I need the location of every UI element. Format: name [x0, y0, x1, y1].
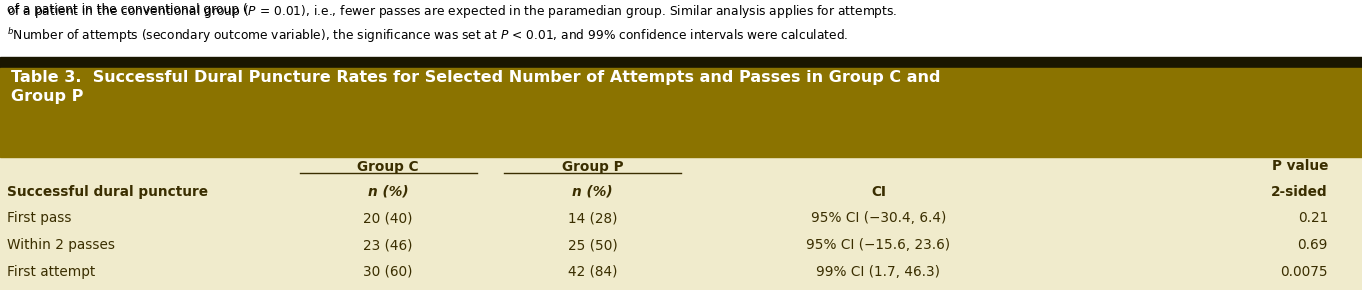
Text: 30 (60): 30 (60) [364, 265, 413, 279]
Text: First pass: First pass [7, 211, 71, 225]
Text: 99% CI (1.7, 46.3): 99% CI (1.7, 46.3) [816, 265, 941, 279]
Text: n (%): n (%) [368, 185, 409, 199]
Text: 95% CI (−30.4, 6.4): 95% CI (−30.4, 6.4) [810, 211, 947, 225]
Bar [0, 157, 1362, 290]
Text: 14 (28): 14 (28) [568, 211, 617, 225]
Text: of a patient in the conventional group (: of a patient in the conventional group ( [7, 3, 248, 16]
Text: 25 (50): 25 (50) [568, 238, 617, 252]
Text: Group C: Group C [357, 160, 419, 173]
Text: 42 (84): 42 (84) [568, 265, 617, 279]
Bar [0, 68, 1362, 157]
Text: 0.0075: 0.0075 [1280, 265, 1328, 279]
Text: CI: CI [870, 185, 887, 199]
Bar [0, 57, 1362, 68]
Text: n (%): n (%) [572, 185, 613, 199]
Text: Successful dural puncture: Successful dural puncture [7, 185, 208, 199]
Text: Table 3.  Successful Dural Puncture Rates for Selected Number of Attempts and Pa: Table 3. Successful Dural Puncture Rates… [11, 70, 940, 104]
Text: 23 (46): 23 (46) [364, 238, 413, 252]
Text: 2-sided: 2-sided [1271, 185, 1328, 199]
Text: P value: P value [1272, 160, 1328, 173]
Text: 0.69: 0.69 [1298, 238, 1328, 252]
Text: First attempt: First attempt [7, 265, 95, 279]
Text: 0.21: 0.21 [1298, 211, 1328, 225]
Text: of a patient in the conventional group ($\it{P}$ = 0.01), i.e., fewer passes are: of a patient in the conventional group (… [7, 3, 898, 20]
Text: $^b$Number of attempts (secondary outcome variable), the significance was set at: $^b$Number of attempts (secondary outcom… [7, 27, 849, 46]
Text: Within 2 passes: Within 2 passes [7, 238, 114, 252]
Text: 95% CI (−15.6, 23.6): 95% CI (−15.6, 23.6) [806, 238, 951, 252]
Text: 20 (40): 20 (40) [364, 211, 413, 225]
Text: Group P: Group P [561, 160, 624, 173]
